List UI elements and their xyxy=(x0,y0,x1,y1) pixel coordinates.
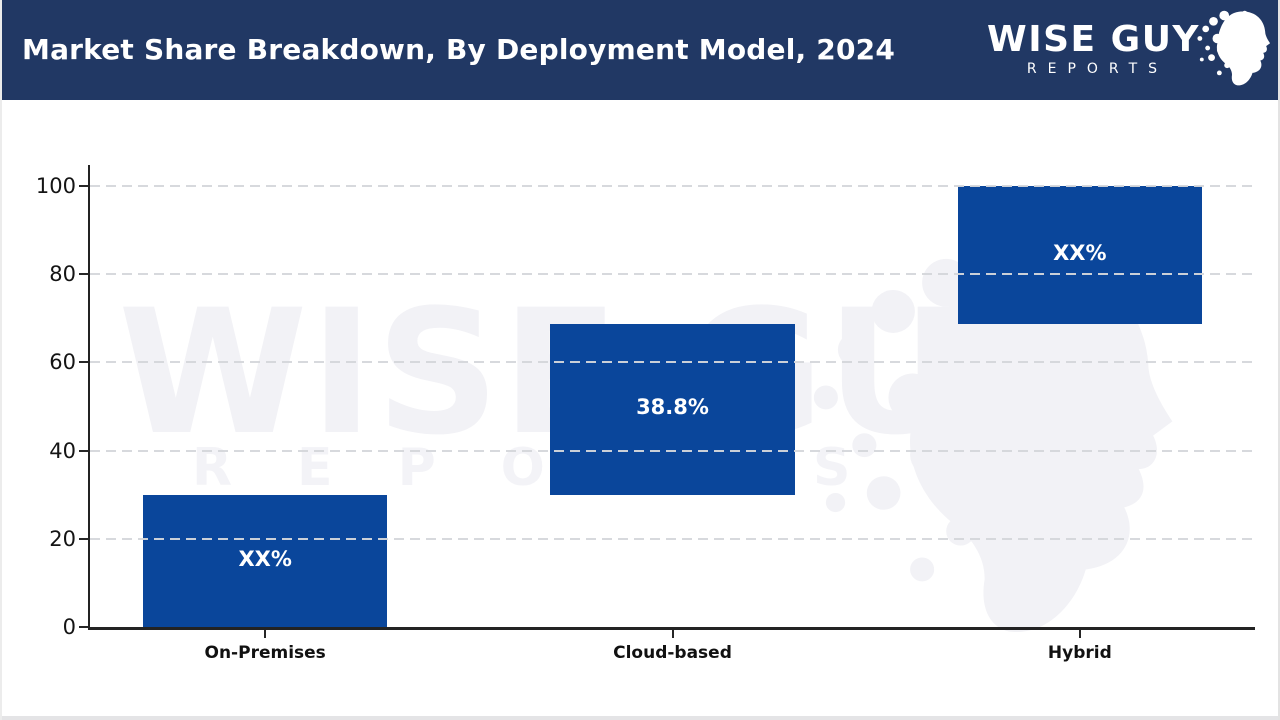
header-bar: Market Share Breakdown, By Deployment Mo… xyxy=(2,0,1278,100)
y-axis-tick xyxy=(79,449,88,452)
x-axis-tick xyxy=(264,630,267,638)
bar-segment xyxy=(142,494,388,627)
y-axis-tick-label: 20 xyxy=(49,526,76,551)
gridline xyxy=(90,185,1255,187)
logo-subtitle: REPORTS xyxy=(1026,61,1169,77)
gridline xyxy=(90,361,1255,364)
bar-value-label: 38.8% xyxy=(636,395,709,420)
y-axis-tick xyxy=(79,185,88,187)
y-axis-tick-label: 0 xyxy=(62,615,76,639)
bar-value-label: XX% xyxy=(238,546,292,571)
x-axis-category-label: Cloud-based xyxy=(613,643,732,663)
gridline xyxy=(90,537,1255,540)
chart-area: WISE GUY REPORTS 020406080100XX%On-Premi… xyxy=(2,100,1278,720)
x-axis-category-label: Hybrid xyxy=(1047,643,1112,663)
gridline xyxy=(90,449,1255,452)
wiseguy-logo-text: WISE GUY REPORTS xyxy=(986,19,1200,78)
y-axis-tick xyxy=(79,537,88,540)
page-title: Market Share Breakdown, By Deployment Mo… xyxy=(22,33,896,66)
wiseguy-logo: WISE GUY REPORTS xyxy=(987,6,1272,92)
x-axis-category-label: On-Premises xyxy=(204,643,326,663)
bar-value-label: XX% xyxy=(1053,240,1107,265)
y-axis-tick-label: 80 xyxy=(49,262,76,287)
x-axis-spine xyxy=(88,627,1255,630)
bar-segment xyxy=(957,186,1203,324)
y-axis-tick xyxy=(79,626,88,628)
logo-wordmark: WISE GUY xyxy=(986,19,1200,60)
x-axis-tick xyxy=(671,630,674,638)
y-axis-tick xyxy=(79,273,88,276)
y-axis-tick-label: 40 xyxy=(49,438,76,463)
y-axis-tick-label: 60 xyxy=(49,350,76,375)
gridline xyxy=(90,273,1255,276)
y-axis-tick-label: 100 xyxy=(35,174,76,198)
x-axis-tick xyxy=(1078,630,1081,638)
bar-segment xyxy=(550,323,795,495)
bottom-edge-strip xyxy=(2,716,1278,720)
y-axis-spine xyxy=(88,165,90,630)
y-axis-tick xyxy=(79,361,88,364)
wiseguy-face-icon xyxy=(1197,10,1271,86)
